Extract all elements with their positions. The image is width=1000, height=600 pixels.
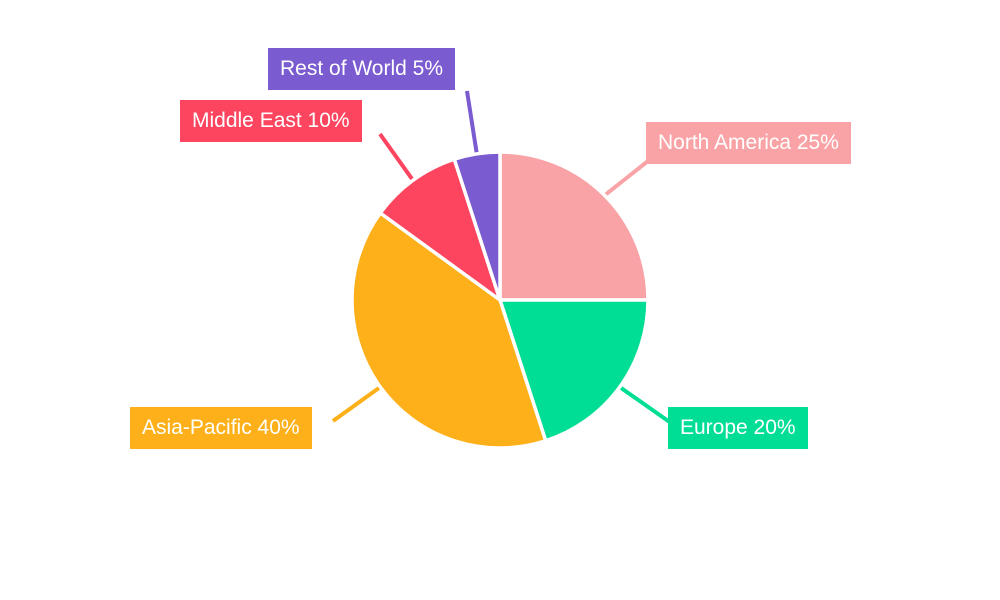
pie-slice-europe[interactable] [498,298,650,443]
callout-rest-of-world: Rest of World 5% [268,48,456,90]
callout-north-america: North America 25% [646,122,851,164]
callout-asia-pacific: Asia-Pacific 40% [130,407,312,449]
callout-rest-of-world-text: Rest of World 5% [280,57,444,80]
callout-middle-east: Middle East 10% [180,100,362,142]
callout-asia-pacific-text: Asia-Pacific 40% [142,416,300,439]
callout-north-america-text: North America 25% [658,131,839,154]
leader-line-north-america [603,159,650,197]
pie-slice-north-america[interactable] [498,150,650,302]
pie-slice-asia-pacific[interactable] [350,211,548,450]
callout-middle-east-text: Middle East 10% [192,109,350,132]
leader-line-europe [618,385,673,425]
callout-europe-text: Europe 20% [680,416,796,439]
pie-slice-middle-east[interactable] [378,157,502,302]
callout-europe: Europe 20% [668,407,808,449]
leader-line-asia-pacific [331,385,382,423]
pie-slice-rest-of-world[interactable] [452,150,502,302]
leader-line-middle-east [378,132,415,182]
leader-line-rest-of-world [465,90,479,155]
